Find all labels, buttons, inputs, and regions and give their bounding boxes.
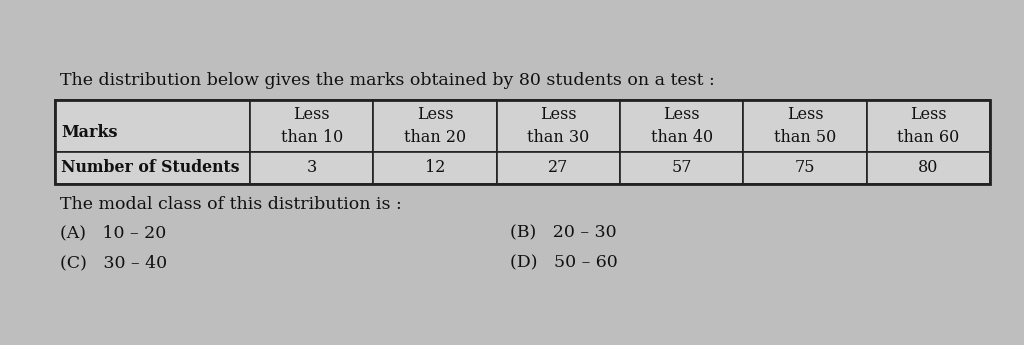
Bar bbox=[250, 100, 374, 152]
Bar bbox=[497, 100, 620, 152]
Text: than 20: than 20 bbox=[403, 129, 466, 146]
Text: than 40: than 40 bbox=[650, 129, 713, 146]
Bar bbox=[55, 100, 990, 184]
Text: Less: Less bbox=[786, 106, 823, 122]
Bar bbox=[55, 152, 250, 184]
Bar bbox=[250, 152, 374, 184]
Text: than 30: than 30 bbox=[527, 129, 590, 146]
Text: Less: Less bbox=[910, 106, 946, 122]
Bar bbox=[55, 100, 250, 152]
Text: 3: 3 bbox=[306, 159, 316, 177]
Bar bbox=[743, 152, 866, 184]
Bar bbox=[866, 100, 990, 152]
Bar bbox=[374, 152, 497, 184]
Text: than 10: than 10 bbox=[281, 129, 343, 146]
Text: than 60: than 60 bbox=[897, 129, 959, 146]
Text: (B)   20 – 30: (B) 20 – 30 bbox=[510, 224, 616, 241]
Text: Number of Students: Number of Students bbox=[61, 159, 240, 177]
Text: (D)   50 – 60: (D) 50 – 60 bbox=[510, 254, 617, 271]
Text: (C)   30 – 40: (C) 30 – 40 bbox=[60, 254, 167, 271]
Bar bbox=[620, 152, 743, 184]
Text: Less: Less bbox=[664, 106, 700, 122]
Text: (A)   10 – 20: (A) 10 – 20 bbox=[60, 224, 166, 241]
Text: than 50: than 50 bbox=[774, 129, 837, 146]
Bar bbox=[374, 100, 497, 152]
Bar bbox=[743, 100, 866, 152]
Text: Less: Less bbox=[293, 106, 330, 122]
Text: Less: Less bbox=[417, 106, 454, 122]
Bar bbox=[866, 152, 990, 184]
Text: 80: 80 bbox=[919, 159, 939, 177]
Text: 12: 12 bbox=[425, 159, 445, 177]
Text: Marks: Marks bbox=[61, 124, 118, 141]
Text: The distribution below gives the marks obtained by 80 students on a test :: The distribution below gives the marks o… bbox=[60, 72, 715, 89]
Text: 27: 27 bbox=[548, 159, 568, 177]
Text: 75: 75 bbox=[795, 159, 815, 177]
Text: 57: 57 bbox=[672, 159, 692, 177]
Bar bbox=[620, 100, 743, 152]
Text: The modal class of this distribution is :: The modal class of this distribution is … bbox=[60, 196, 401, 213]
Bar bbox=[497, 152, 620, 184]
Text: Less: Less bbox=[540, 106, 577, 122]
